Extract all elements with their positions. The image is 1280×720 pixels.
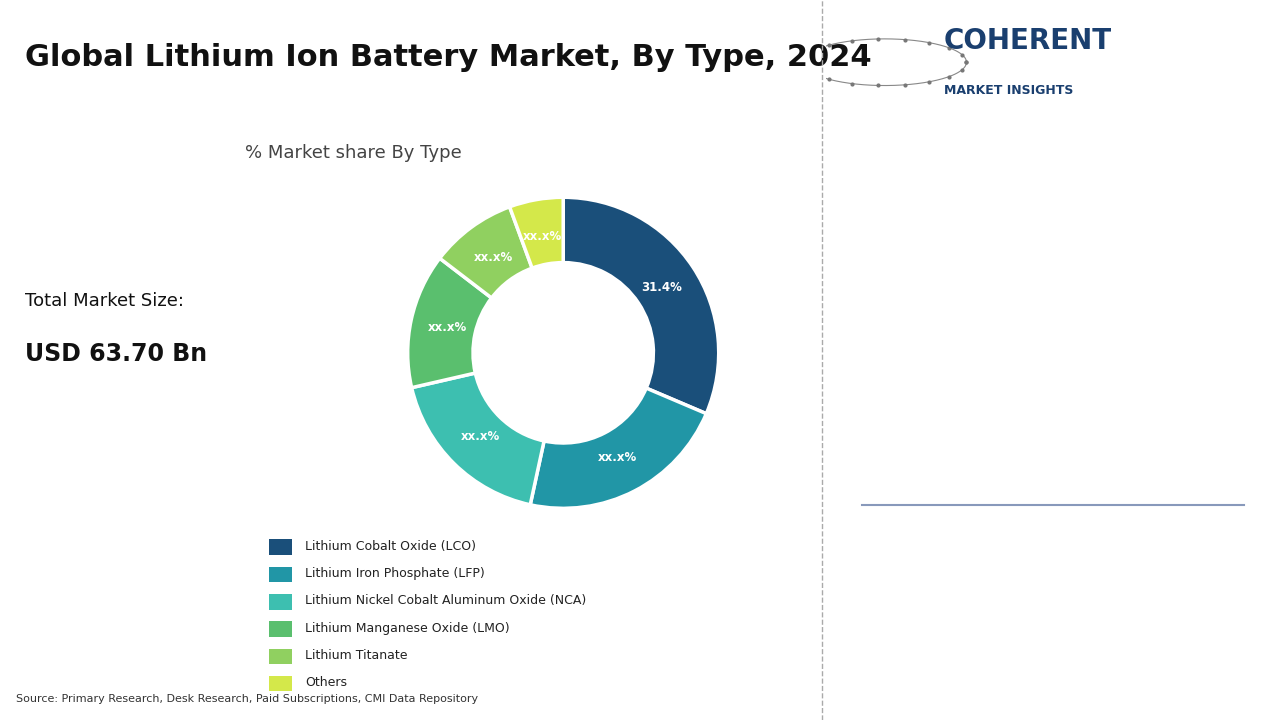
Text: 31.4%: 31.4% [641, 281, 682, 294]
Bar [269, 594, 292, 610]
Text: xx.x%: xx.x% [474, 251, 513, 264]
Text: 31.4%: 31.4% [870, 200, 1064, 254]
Text: Others: Others [306, 676, 347, 689]
Text: MARKET INSIGHTS: MARKET INSIGHTS [943, 84, 1073, 97]
Wedge shape [412, 373, 544, 505]
Text: xx.x%: xx.x% [524, 230, 562, 243]
Text: Lithium Titanate: Lithium Titanate [306, 649, 408, 662]
Bar [269, 567, 292, 582]
Text: xx.x%: xx.x% [598, 451, 637, 464]
Text: Global Lithium Ion Battery Market, By Type, 2024: Global Lithium Ion Battery Market, By Ty… [24, 43, 872, 72]
Wedge shape [563, 197, 718, 414]
Text: Global Lithium Ion
Battery Market: Global Lithium Ion Battery Market [870, 516, 1175, 588]
Text: Lithium Nickel Cobalt Aluminum Oxide (NCA): Lithium Nickel Cobalt Aluminum Oxide (NC… [306, 595, 586, 608]
Bar [269, 539, 292, 555]
Wedge shape [440, 207, 532, 298]
Wedge shape [530, 388, 707, 508]
Text: Lithium Cobalt Oxide (LCO): Lithium Cobalt Oxide (LCO) [306, 540, 476, 553]
Text: xx.x%: xx.x% [428, 321, 467, 334]
Text: USD 63.70 Bn: USD 63.70 Bn [24, 342, 207, 366]
Wedge shape [408, 258, 492, 387]
Text: Total Market Size:: Total Market Size: [24, 292, 183, 310]
Text: xx.x%: xx.x% [461, 431, 499, 444]
Bar [269, 621, 292, 637]
Text: Type - Estimated
Market Revenue Share,
2024: Type - Estimated Market Revenue Share, 2… [870, 369, 1050, 418]
Bar [269, 649, 292, 664]
Text: Lithium Iron Phosphate (LFP): Lithium Iron Phosphate (LFP) [306, 567, 485, 580]
Text: Source: Primary Research, Desk Research, Paid Subscriptions, CMI Data Repository: Source: Primary Research, Desk Research,… [17, 694, 479, 704]
Text: COHERENT: COHERENT [943, 27, 1112, 55]
Text: Lithium Manganese Oxide (LMO): Lithium Manganese Oxide (LMO) [306, 622, 509, 635]
Text: % Market share By Type: % Market share By Type [244, 144, 462, 162]
Bar [269, 676, 292, 691]
Wedge shape [509, 197, 563, 268]
Text: Lithium Cobalt Oxide
(LCO): Lithium Cobalt Oxide (LCO) [870, 283, 1051, 315]
